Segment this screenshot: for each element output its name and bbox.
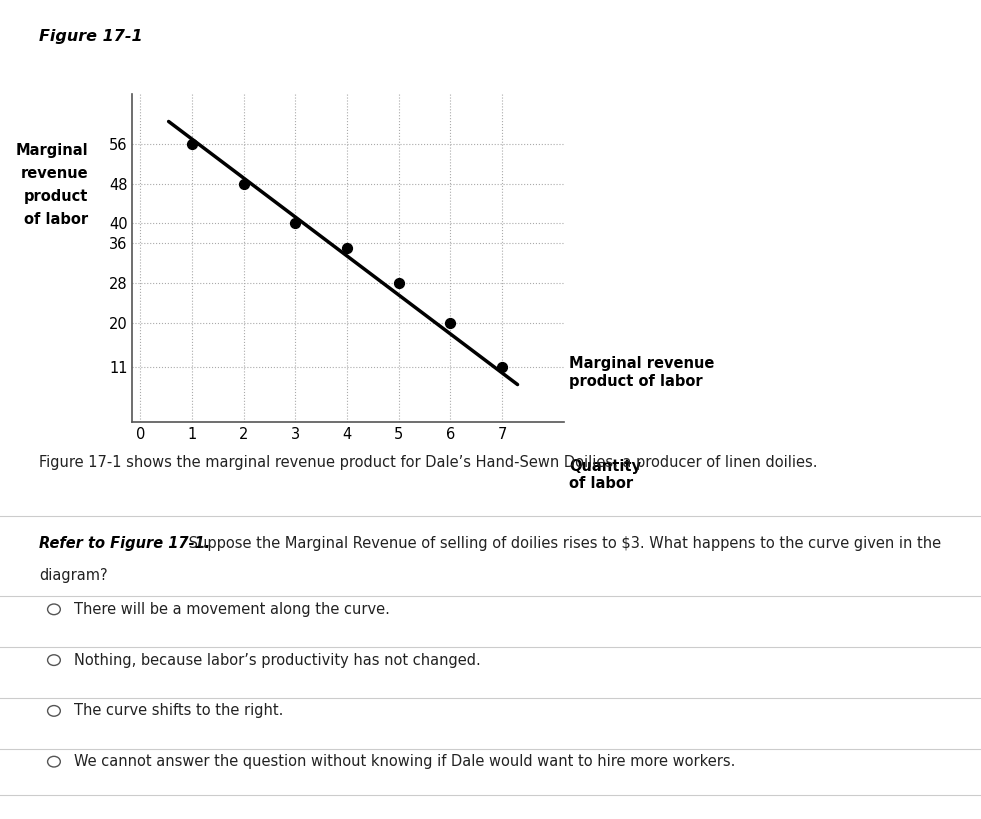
Point <box>494 360 510 373</box>
Text: Marginal: Marginal <box>16 143 88 158</box>
Text: Quantity
of labor: Quantity of labor <box>569 459 641 491</box>
Text: Figure 17-1: Figure 17-1 <box>39 29 143 43</box>
Text: There will be a movement along the curve.: There will be a movement along the curve… <box>74 602 389 617</box>
Point <box>287 217 303 230</box>
Text: Refer to Figure 17-1.: Refer to Figure 17-1. <box>39 536 211 551</box>
Point <box>442 316 458 329</box>
Text: Suppose the Marginal Revenue of selling of doilies rises to $3. What happens to : Suppose the Marginal Revenue of selling … <box>184 536 942 551</box>
Text: Nothing, because labor’s productivity has not changed.: Nothing, because labor’s productivity ha… <box>74 653 481 667</box>
Text: We cannot answer the question without knowing if Dale would want to hire more wo: We cannot answer the question without kn… <box>74 754 735 769</box>
Point <box>184 138 200 151</box>
Point <box>339 242 355 255</box>
Text: Figure 17-1 shows the marginal revenue product for Dale’s Hand-Sewn Doilies, a p: Figure 17-1 shows the marginal revenue p… <box>39 455 818 469</box>
Text: diagram?: diagram? <box>39 568 108 582</box>
Point <box>235 177 251 190</box>
Text: The curve shifts to the right.: The curve shifts to the right. <box>74 704 283 718</box>
Point <box>390 276 406 289</box>
Text: product: product <box>24 189 88 204</box>
Text: Marginal revenue
product of labor: Marginal revenue product of labor <box>569 356 714 389</box>
Text: revenue: revenue <box>21 166 88 181</box>
Text: of labor: of labor <box>25 212 88 227</box>
